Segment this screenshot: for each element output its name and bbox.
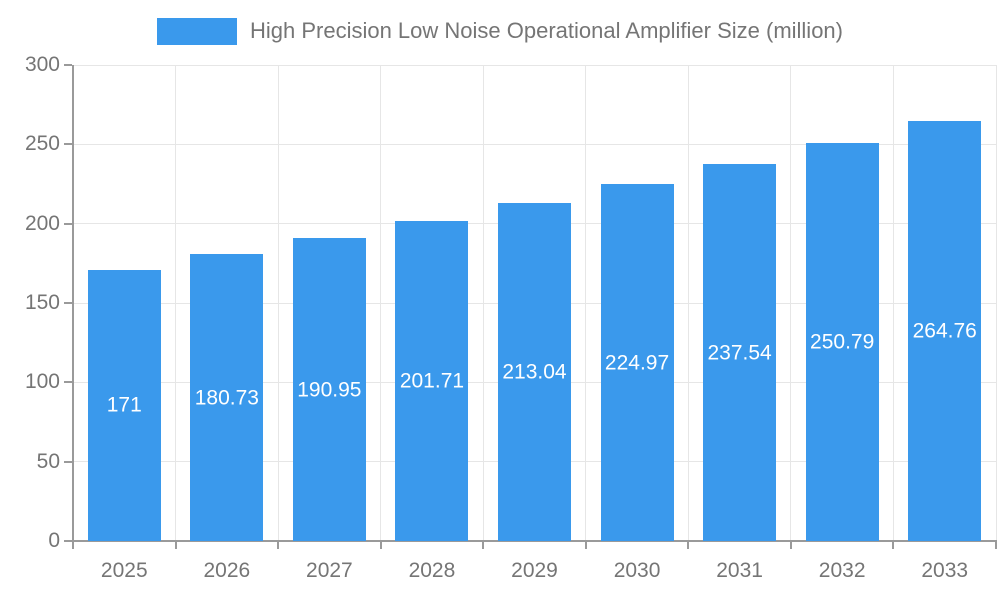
x-axis-tick [584,541,587,549]
y-tick-label: 150 [24,291,60,314]
y-tick-label: 300 [24,53,60,76]
x-axis-tick [174,541,177,549]
x-tick-label: 2029 [511,559,558,582]
v-gridline [175,65,177,541]
v-gridline [380,65,382,541]
y-axis-line [72,65,74,541]
h-gridline [73,64,996,66]
y-tick-label: 250 [24,132,60,156]
y-tick-label: 200 [24,211,60,235]
bar: 190.95 [292,238,366,541]
y-tick-label: 0 [48,529,60,552]
bar-value-label: 171 [106,393,142,417]
v-gridline [687,65,689,541]
y-axis-tick [64,381,72,384]
x-axis-tick [379,541,382,549]
bar: 213.04 [498,202,571,541]
bar: 180.73 [190,254,264,541]
y-axis-tick [64,143,72,146]
x-axis-tick [687,541,690,549]
bar-value-label: 180.73 [194,386,259,410]
x-tick-label: 2025 [100,559,148,582]
x-axis-tick [277,541,280,549]
x-axis-tick [789,541,792,549]
bar-value-label: 224.97 [604,351,670,375]
y-axis-tick [64,222,72,225]
bar: 264.76 [908,120,982,541]
v-gridline [585,65,587,541]
bar-value-label: 213.04 [502,360,567,384]
y-axis-tick [64,460,72,463]
y-axis-tick [64,302,72,304]
y-tick-label: 50 [36,449,60,473]
bar: 171 [87,269,161,541]
y-axis-tick [64,64,72,66]
x-tick-label: 2027 [306,559,353,582]
bar-value-label: 250.79 [810,330,875,354]
bar-value-label: 201.71 [399,369,465,393]
v-gridline [790,65,792,541]
bar: 250.79 [805,143,879,541]
bar-value-label: 190.95 [297,378,362,402]
x-tick-label: 2026 [203,559,251,582]
v-gridline [482,65,484,541]
bar: 237.54 [703,164,777,541]
x-axis-line [64,540,997,542]
x-tick-label: 2033 [921,559,969,582]
x-axis-tick [995,541,997,549]
chart-title: High Precision Low Noise Operational Amp… [249,18,843,43]
v-gridline [277,65,279,541]
legend[interactable]: High Precision Low Noise Operational Amp… [0,14,1000,48]
bar-value-label: 264.76 [912,319,977,343]
y-tick-label: 100 [24,370,60,394]
x-axis-tick [892,541,895,549]
v-gridline [995,65,997,541]
bar: 224.97 [600,184,674,541]
h-gridline [73,143,996,145]
x-tick-label: 2031 [716,559,763,582]
legend-swatch[interactable] [156,17,237,45]
v-gridline [892,65,894,541]
x-tick-label: 2028 [408,559,456,582]
x-tick-label: 2032 [818,559,866,582]
x-axis-tick [482,541,485,549]
plot-area: 171 180.73 190.95 201.71 213.04 224.97 237.54 2… [64,64,997,549]
bar: 201.71 [395,220,469,541]
bar-value-label: 237.54 [707,341,772,365]
x-tick-label: 2030 [613,559,661,582]
x-axis-tick [72,541,74,549]
